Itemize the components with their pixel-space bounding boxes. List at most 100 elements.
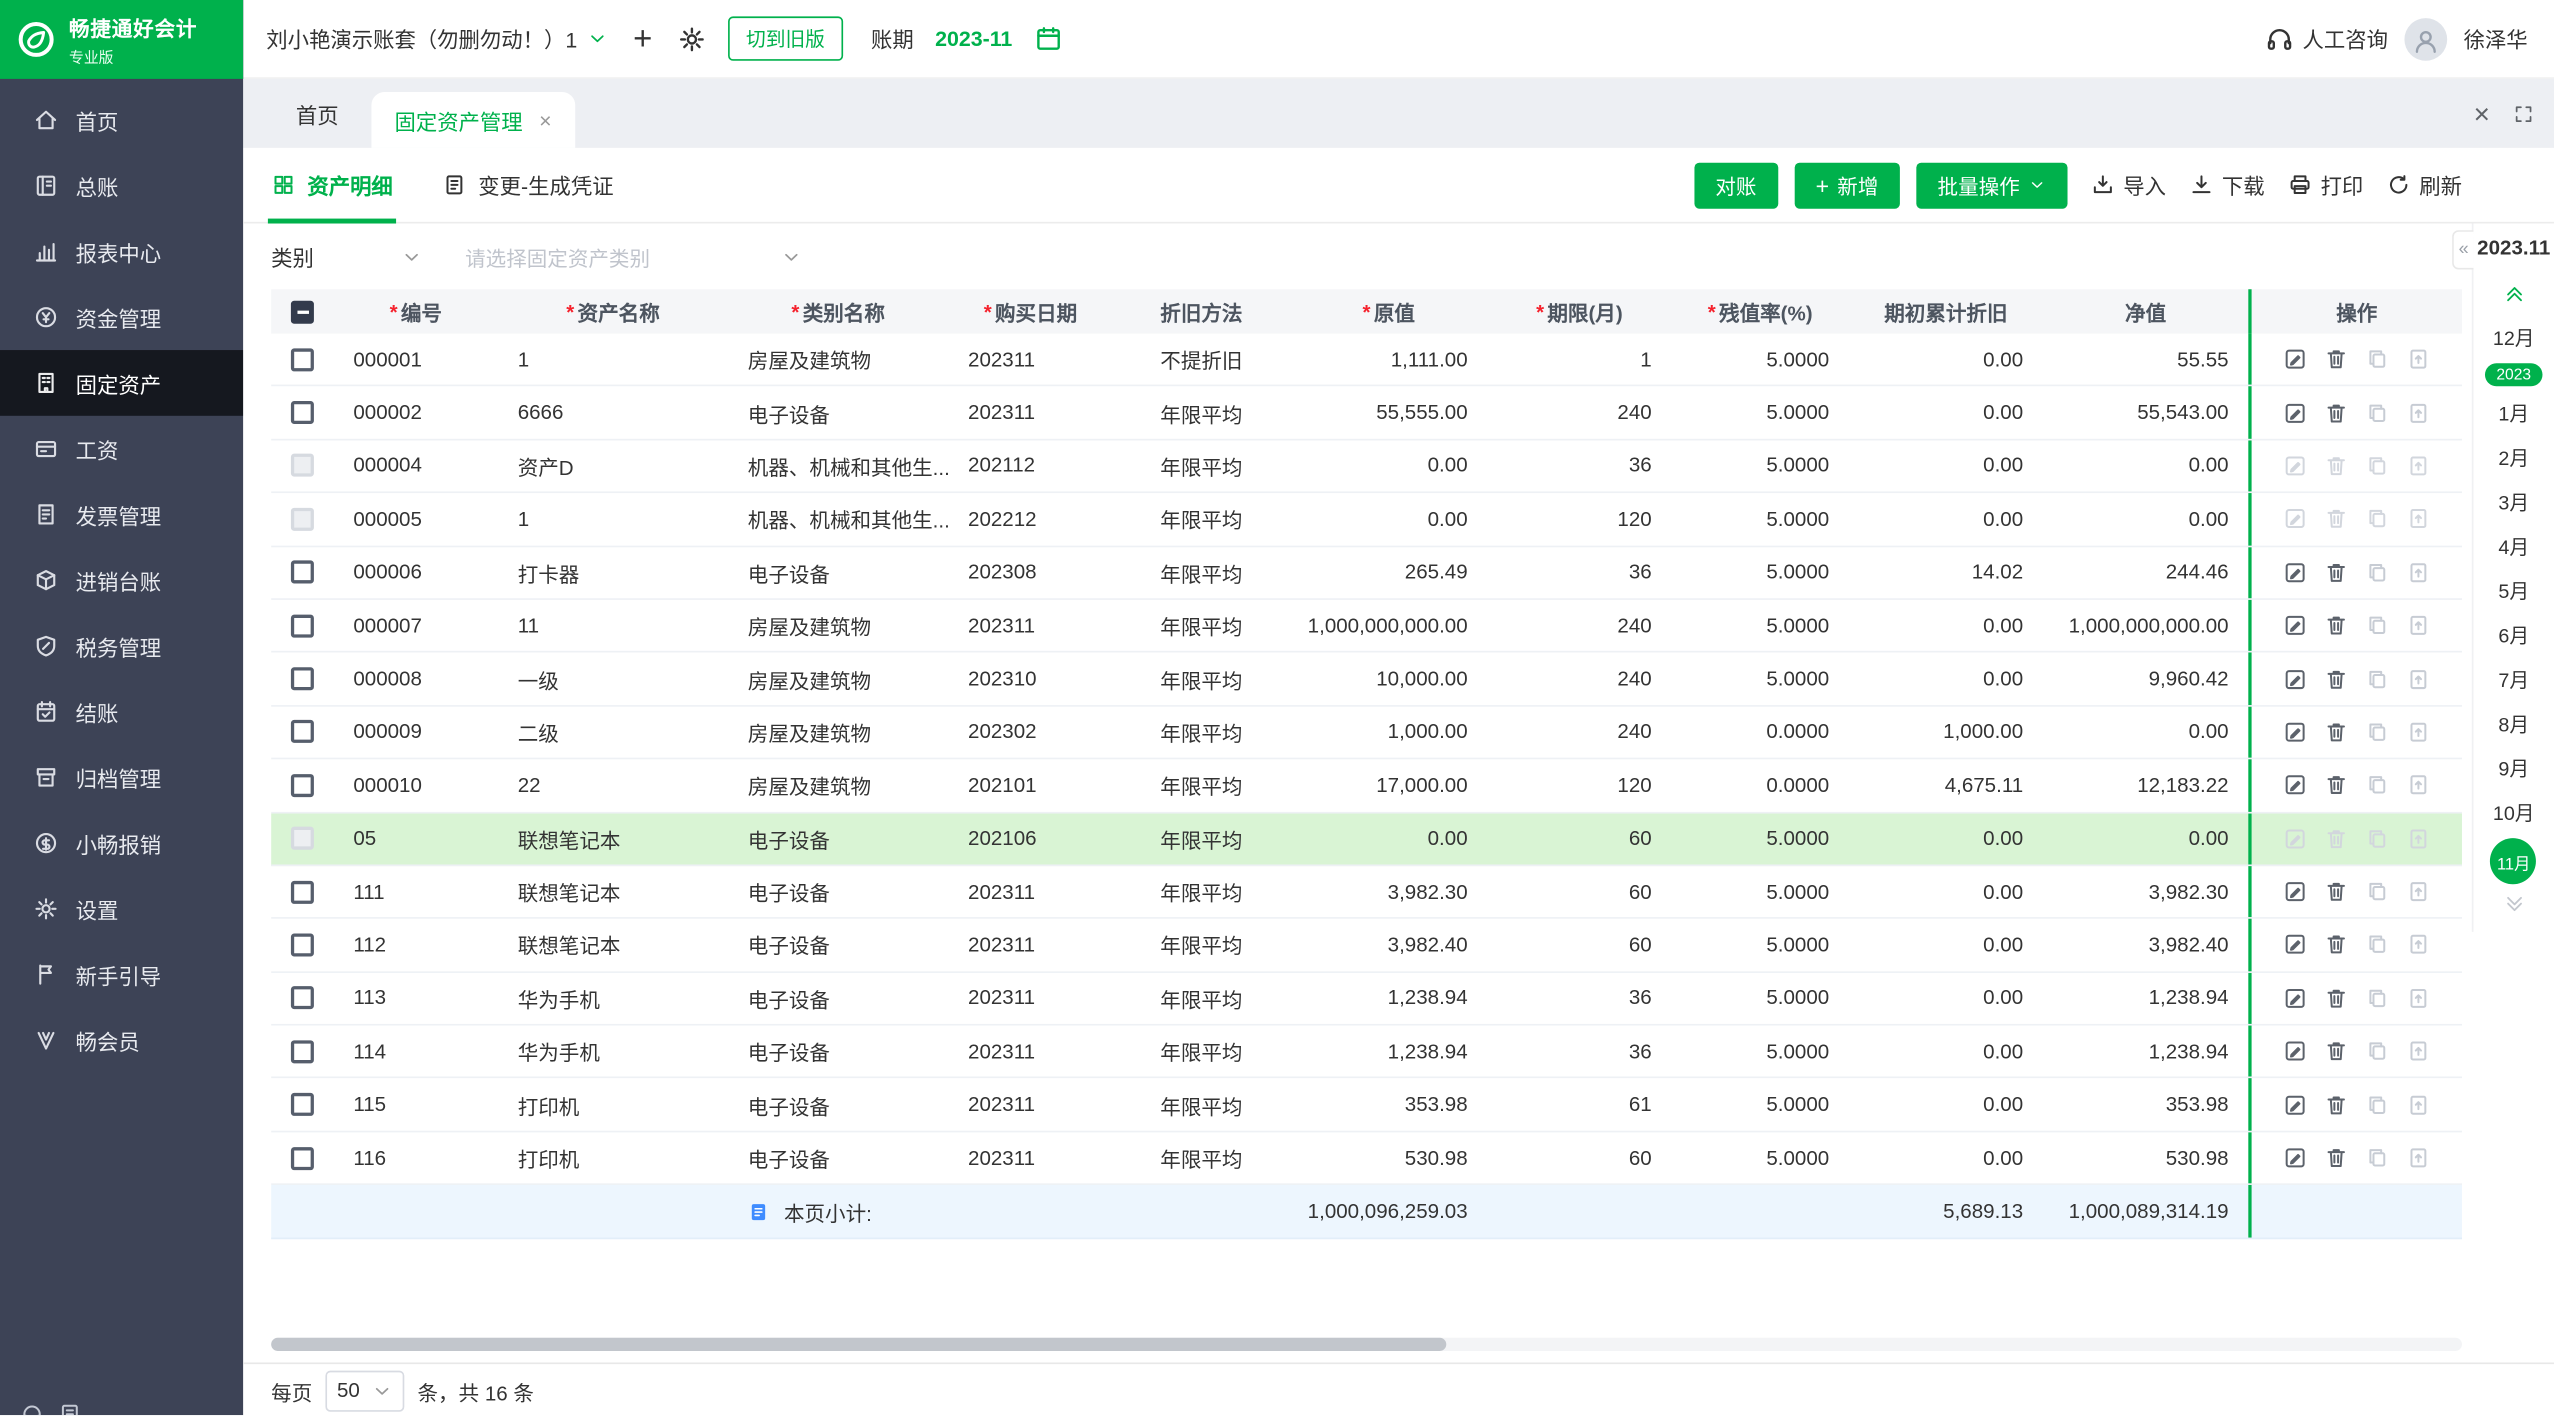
month-1月[interactable]: 1月: [2498, 401, 2530, 425]
voucher-icon[interactable]: [2404, 931, 2432, 959]
row-checkbox[interactable]: [290, 401, 314, 425]
calendar-icon[interactable]: [1034, 24, 1064, 54]
tab-change-voucher[interactable]: 变更-生成凭证: [442, 147, 614, 223]
sidebar-item-税务管理[interactable]: 税务管理: [0, 613, 243, 679]
print-button[interactable]: 打印: [2288, 169, 2363, 200]
delete-icon[interactable]: [2322, 984, 2350, 1012]
month-12月[interactable]: 12月: [2492, 326, 2535, 350]
copy-icon[interactable]: [2363, 825, 2391, 853]
copy-icon[interactable]: [2363, 718, 2391, 746]
copy-icon[interactable]: [2363, 1144, 2391, 1172]
add-account-set-icon[interactable]: +: [633, 20, 653, 57]
edit-icon[interactable]: [2281, 984, 2309, 1012]
row-checkbox[interactable]: [290, 667, 314, 691]
table-row[interactable]: 114 华为手机 电子设备 202311 年限平均 1,238.94 36 5.0000 0.0…: [271, 1025, 2462, 1079]
row-checkbox[interactable]: [290, 1146, 314, 1170]
month-4月[interactable]: 4月: [2498, 534, 2530, 558]
download-button[interactable]: 下载: [2189, 169, 2265, 200]
month-2月[interactable]: 2月: [2498, 446, 2530, 470]
voucher-icon[interactable]: [2404, 984, 2432, 1012]
sidebar-item-新手引导[interactable]: 新手引导: [0, 942, 243, 1008]
sidebar-item-固定资产[interactable]: 固定资产: [0, 350, 244, 416]
table-row[interactable]: 115 打印机 电子设备 202311 年限平均 353.98 61 5.0000 0.00 35…: [271, 1078, 2462, 1133]
month-3月[interactable]: 3月: [2498, 490, 2530, 514]
sidebar-item-小畅报销[interactable]: 小畅报销: [0, 810, 243, 876]
edit-icon[interactable]: [2281, 771, 2309, 799]
voucher-icon[interactable]: [2404, 1037, 2432, 1065]
row-checkbox[interactable]: [290, 507, 314, 531]
delete-icon[interactable]: [2322, 718, 2350, 746]
voucher-icon[interactable]: [2404, 452, 2432, 480]
month-9月[interactable]: 9月: [2498, 756, 2530, 780]
copy-icon[interactable]: [2363, 1091, 2391, 1119]
sidebar-item-结账[interactable]: 结账: [0, 679, 243, 745]
edit-icon[interactable]: [2281, 718, 2309, 746]
sidebar-item-进销台账[interactable]: 进销台账: [0, 547, 243, 613]
edit-icon[interactable]: [2281, 345, 2309, 373]
delete-icon[interactable]: [2322, 1091, 2350, 1119]
tab-close-icon[interactable]: ×: [539, 107, 552, 133]
copy-icon[interactable]: [2363, 452, 2391, 480]
copy-icon[interactable]: [2363, 665, 2391, 693]
sidebar-item-归档管理[interactable]: 归档管理: [0, 745, 243, 811]
row-checkbox[interactable]: [290, 614, 314, 638]
per-page-select[interactable]: 50: [325, 1370, 405, 1412]
avatar[interactable]: [2404, 17, 2448, 60]
delete-icon[interactable]: [2322, 825, 2350, 853]
edit-icon[interactable]: [2281, 452, 2309, 480]
import-button[interactable]: 导入: [2090, 169, 2166, 200]
tab-fixed-assets[interactable]: 固定资产管理 ×: [371, 92, 575, 148]
edit-icon[interactable]: [2281, 825, 2309, 853]
voucher-icon[interactable]: [2404, 399, 2432, 427]
copy-icon[interactable]: [2363, 505, 2391, 533]
month-8月[interactable]: 8月: [2498, 712, 2530, 736]
row-checkbox[interactable]: [290, 986, 314, 1010]
reconcile-button[interactable]: 对账: [1693, 161, 1778, 208]
voucher-icon[interactable]: [2404, 558, 2432, 586]
copy-icon[interactable]: [2363, 612, 2391, 640]
table-row[interactable]: 000008 一级 房屋及建筑物 202310 年限平均 10,000.00 240 5.00…: [271, 653, 2462, 707]
table-row[interactable]: 000001 1 房屋及建筑物 202311 不提折旧 1,111.00 1 5.0000 0.…: [271, 333, 2462, 387]
delete-icon[interactable]: [2322, 1144, 2350, 1172]
table-row[interactable]: 000007 11 房屋及建筑物 202311 年限平均 1,000,000,000.00…: [271, 599, 2462, 654]
voucher-icon[interactable]: [2404, 665, 2432, 693]
copy-icon[interactable]: [2363, 345, 2391, 373]
row-checkbox[interactable]: [290, 880, 314, 904]
table-row[interactable]: 000006 打卡器 电子设备 202308 年限平均 265.49 36 5.0000 14.…: [271, 546, 2462, 600]
delete-icon[interactable]: [2322, 771, 2350, 799]
row-checkbox[interactable]: [290, 1093, 314, 1117]
table-row[interactable]: 000004 资产D 机器、机械和其他生... 202112 年限平均 0.00 36 5.0…: [271, 440, 2462, 494]
sidebar-item-发票管理[interactable]: 发票管理: [0, 482, 243, 548]
add-button[interactable]: + 新增: [1794, 161, 1900, 208]
sidebar-item-工资[interactable]: 工资: [0, 416, 243, 482]
table-row[interactable]: 116 打印机 电子设备 202311 年限平均 530.98 60 5.0000 0.00 53…: [271, 1132, 2462, 1186]
month-7月[interactable]: 7月: [2498, 668, 2530, 692]
table-row[interactable]: 113 华为手机 电子设备 202311 年限平均 1,238.94 36 5.0000 0.0…: [271, 972, 2462, 1026]
account-set-selector[interactable]: 刘小艳演示账套（勿删勿动！）1: [266, 23, 608, 54]
voucher-icon[interactable]: [2404, 1144, 2432, 1172]
copy-icon[interactable]: [2363, 1037, 2391, 1065]
support-link[interactable]: 人工咨询: [2265, 23, 2388, 54]
edit-icon[interactable]: [2281, 1091, 2309, 1119]
tab-home[interactable]: 首页: [295, 102, 339, 128]
table-row[interactable]: 112 联想笔记本 电子设备 202311 年限平均 3,982.40 60 5.0000 0.…: [271, 919, 2462, 973]
table-row[interactable]: 05 联想笔记本 电子设备 202106 年限平均 0.00 60 5.0000 0.00 0.0…: [271, 812, 2462, 866]
asset-category-select[interactable]: 请选择固定资产类别: [465, 241, 802, 272]
delete-icon[interactable]: [2322, 931, 2350, 959]
category-select[interactable]: 类别: [271, 241, 422, 272]
copy-icon[interactable]: [2363, 984, 2391, 1012]
copy-icon[interactable]: [2363, 771, 2391, 799]
copy-icon[interactable]: [2363, 931, 2391, 959]
scrollbar-thumb[interactable]: [271, 1338, 1447, 1352]
edit-icon[interactable]: [2281, 1037, 2309, 1065]
voucher-icon[interactable]: [2404, 771, 2432, 799]
row-checkbox[interactable]: [290, 933, 314, 957]
refresh-button[interactable]: 刷新: [2386, 169, 2462, 200]
edit-icon[interactable]: [2281, 399, 2309, 427]
row-checkbox[interactable]: [290, 773, 314, 797]
sidebar-item-报表中心[interactable]: 报表中心: [0, 219, 243, 285]
delete-icon[interactable]: [2322, 665, 2350, 693]
copy-icon[interactable]: [2363, 399, 2391, 427]
row-checkbox[interactable]: [290, 827, 314, 851]
edit-icon[interactable]: [2281, 665, 2309, 693]
